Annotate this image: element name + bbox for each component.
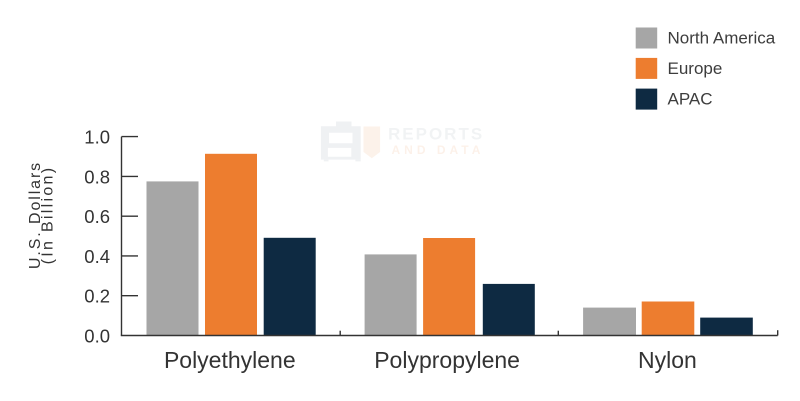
svg-text:0.4: 0.4: [84, 246, 110, 267]
svg-text:REPORTS: REPORTS: [388, 125, 484, 144]
svg-text:1.0: 1.0: [84, 127, 110, 148]
svg-text:Europe: Europe: [668, 59, 723, 78]
svg-text:APAC: APAC: [668, 90, 713, 109]
svg-text:AND DATA: AND DATA: [392, 143, 485, 157]
svg-text:0.8: 0.8: [84, 166, 110, 187]
svg-text:U.S. Dollars: U.S. Dollars: [27, 161, 44, 269]
svg-text:0.2: 0.2: [84, 286, 110, 307]
svg-text:Nylon: Nylon: [638, 347, 697, 373]
svg-text:Polyethylene: Polyethylene: [164, 347, 296, 373]
svg-text:0.6: 0.6: [84, 206, 110, 227]
svg-text:0.0: 0.0: [84, 326, 110, 347]
svg-text:Polypropylene: Polypropylene: [374, 347, 520, 373]
svg-text:North America: North America: [668, 29, 776, 48]
svg-text:(In Billion): (In Billion): [39, 166, 56, 265]
